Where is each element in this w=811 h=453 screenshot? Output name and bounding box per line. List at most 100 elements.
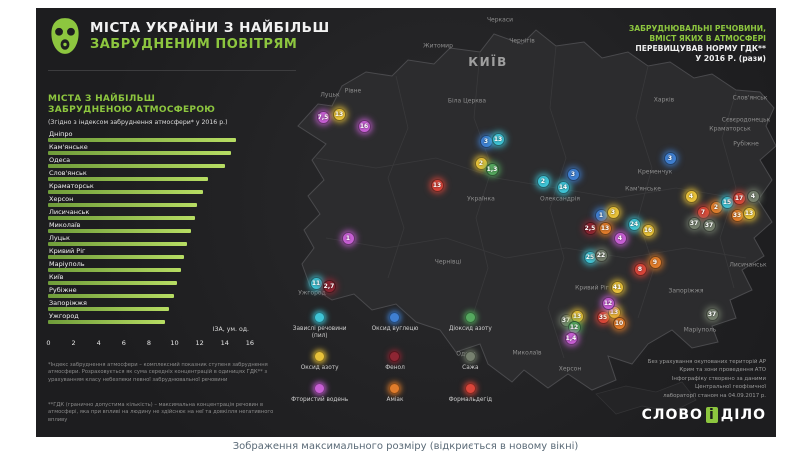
x-tick: 16 bbox=[245, 339, 254, 347]
bar-row: Маріуполь bbox=[48, 260, 288, 273]
formaldehyde-legend-dot bbox=[464, 382, 476, 394]
pollutant-dot-no: 4 bbox=[684, 189, 698, 203]
pollutant-dot-dust: 13 bbox=[491, 132, 505, 146]
pollutant-legend: Завислі речовини (пил) Оксид вуглецю Діокс… bbox=[286, 312, 504, 404]
x-tick: 10 bbox=[170, 339, 179, 347]
bar-city-label: Миколаїв bbox=[49, 221, 81, 229]
map-city-label: Краматорськ bbox=[709, 125, 751, 133]
pollutant-dot-dust: 14 bbox=[556, 180, 570, 194]
legend-item: Аміак bbox=[361, 382, 428, 404]
pollutant-dot-ammonia: 13 bbox=[598, 221, 612, 235]
pollutant-dot-ammonia: 33 bbox=[730, 208, 744, 222]
legend-item: Оксид азоту bbox=[286, 350, 353, 372]
bar bbox=[48, 268, 182, 272]
bar bbox=[48, 307, 169, 311]
map-city-label: Чернігів bbox=[509, 37, 535, 45]
legend-label: Діоксид азоту bbox=[448, 326, 492, 332]
pollutant-dot-formaldehyde: 7 bbox=[696, 205, 710, 219]
bar-row: Лисичанськ bbox=[48, 208, 288, 221]
bar bbox=[48, 255, 184, 259]
x-tick: 6 bbox=[121, 339, 126, 347]
soot-legend-dot bbox=[464, 350, 476, 362]
legend-item: Оксид вуглецю bbox=[361, 312, 428, 340]
pollutant-dot-hf: 16 bbox=[357, 119, 371, 133]
infographic-title: МІСТА УКРАЇНИ З НАЙБІЛЬШ ЗАБРУДНЕНИМ ПОВ… bbox=[90, 20, 330, 53]
legend-label: Формальдегід bbox=[448, 396, 493, 403]
pollutant-dot-no: 13 bbox=[742, 206, 756, 220]
bar-city-label: Кам'янське bbox=[49, 143, 88, 151]
logo-word-dilo: ДІЛО bbox=[720, 407, 766, 423]
bar-row: Рубіжне bbox=[48, 286, 288, 299]
bar bbox=[48, 281, 178, 285]
bar-row: Херсон bbox=[48, 195, 288, 208]
pollutant-dot-dust: 24 bbox=[627, 217, 641, 231]
pollutant-dot-formaldehyde: 17 bbox=[732, 191, 746, 205]
bar-row: Миколаїв bbox=[48, 221, 288, 234]
legend-label: Завислі речовини (пил) bbox=[292, 326, 347, 339]
pollutant-dot-no2: 12 bbox=[567, 320, 581, 334]
map-city-label: Черкаси bbox=[486, 16, 514, 24]
map-city-label: Кривий Ріг bbox=[575, 284, 609, 292]
pollutant-dot-no: 3 bbox=[606, 205, 620, 219]
map-city-label: Рівне bbox=[344, 87, 362, 95]
x-tick: 2 bbox=[71, 339, 76, 347]
footnote-iza: *Індекс забруднення атмосфери – комплекс… bbox=[48, 362, 268, 383]
pollutant-dot-co: 1 bbox=[594, 208, 608, 222]
bar-city-label: Луцьк bbox=[49, 234, 70, 242]
map-city-label: Маріуполь bbox=[683, 326, 717, 334]
legend-label: Фтористий водень bbox=[291, 396, 349, 403]
bar bbox=[48, 138, 237, 142]
bar-city-label: Краматорськ bbox=[49, 182, 94, 190]
co-legend-dot bbox=[389, 312, 401, 323]
pollutant-dot-soot: 37 bbox=[687, 216, 701, 230]
title-line2: ЗАБРУДНЕНИМ ПОВІТРЯМ bbox=[90, 36, 298, 52]
hf-legend-dot bbox=[314, 382, 326, 394]
pollutant-dot-dust: 15 bbox=[720, 195, 734, 209]
x-tick: 14 bbox=[220, 339, 229, 347]
chart-subtitle: (Згідно з індексом забруднення атмосфери… bbox=[48, 119, 228, 126]
bar bbox=[48, 177, 208, 181]
legend-item: Сажа bbox=[437, 350, 504, 372]
map-city-label: Лисичанськ bbox=[729, 261, 767, 269]
crimea-shape bbox=[595, 381, 697, 415]
map-city-label: Сєвєродонецьк bbox=[721, 116, 771, 124]
pollutant-dot-no: 16 bbox=[641, 223, 655, 237]
bar bbox=[48, 229, 192, 233]
pollutant-dot-co: 3 bbox=[479, 134, 493, 148]
bar bbox=[48, 190, 203, 194]
dust-legend-dot bbox=[314, 312, 326, 323]
legend-item: Фтористий водень bbox=[286, 382, 353, 404]
bar bbox=[48, 294, 174, 298]
phenol-legend-dot bbox=[389, 350, 401, 362]
fullsize-image-link[interactable]: Зображення максимального розміру (відкри… bbox=[232, 441, 579, 452]
pollutant-dot-hf: 12 bbox=[601, 296, 615, 310]
slovoidilo-logo: СЛОВО і ДІЛО bbox=[642, 407, 766, 423]
map-city-label: Миколаїв bbox=[512, 349, 542, 357]
bar-city-label: Лисичанськ bbox=[49, 208, 90, 216]
pollutants-heading-white: ПЕРЕВИЩУВАВ НОРМУ ГДК** У 2016 Р. (рази) bbox=[635, 43, 766, 63]
bar-row: Ужгород bbox=[48, 312, 288, 325]
legend-item: Фенол bbox=[361, 350, 428, 372]
region-borders bbox=[315, 45, 747, 359]
map-city-label: Херсон bbox=[558, 365, 582, 373]
bar-city-label: Слов'янськ bbox=[49, 169, 87, 177]
pollutant-dot-no: 2 bbox=[474, 156, 488, 170]
pollutant-dot-formaldehyde: 8 bbox=[633, 262, 647, 276]
footnote-gdk: **ГДК (гранично допустима кількість) – м… bbox=[48, 402, 274, 423]
bar-row: Запоріжжя bbox=[48, 299, 288, 312]
map-city-label: Чернівці bbox=[434, 258, 462, 266]
legend-label: Фенол bbox=[385, 364, 405, 371]
bar bbox=[48, 242, 188, 246]
no-legend-dot bbox=[314, 350, 326, 362]
title-line1: МІСТА УКРАЇНИ З НАЙБІЛЬШ bbox=[90, 20, 330, 36]
pollutant-dot-no: 13 bbox=[332, 107, 346, 121]
pollutant-dot-hf: 4 bbox=[613, 231, 627, 245]
map-city-label: Олександрія bbox=[539, 195, 581, 203]
pollutant-dot-hf: 1,4 bbox=[564, 331, 578, 345]
pollutant-dot-dust: 25 bbox=[583, 250, 597, 264]
bar bbox=[48, 320, 165, 324]
x-tick: 4 bbox=[96, 339, 101, 347]
x-axis: 0 2 4 6 8 10 12 14 16 bbox=[46, 339, 258, 349]
bar-row: Кривий Ріг bbox=[48, 247, 288, 260]
legend-item: Діоксид азоту bbox=[437, 312, 504, 340]
